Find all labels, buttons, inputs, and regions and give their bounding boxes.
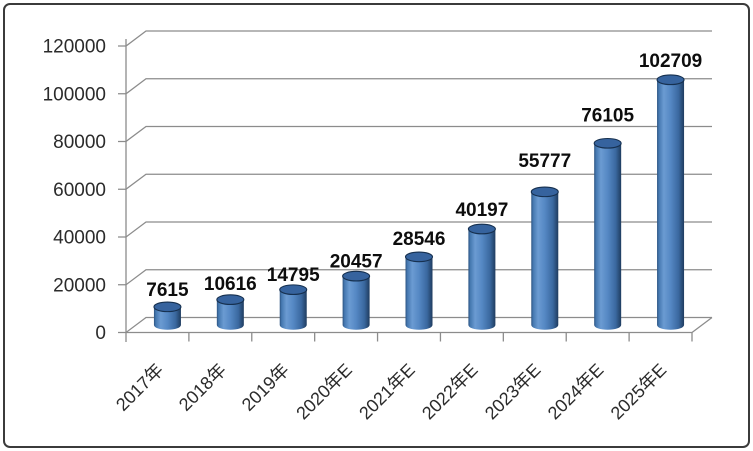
cylinder-bar-top <box>153 301 182 313</box>
cylinder-bar-body <box>531 191 559 330</box>
y-tick-label: 100000 <box>43 84 106 105</box>
cylinder-bar-top <box>467 223 496 235</box>
y-tick-label: 0 <box>95 323 106 344</box>
x-category-label: 2020年E <box>292 360 356 424</box>
y-tick-label: 40000 <box>53 228 106 249</box>
cylinder-bar-body <box>594 143 622 330</box>
x-category-label: 2018年 <box>175 360 230 415</box>
x-category-label: 2023年E <box>481 360 545 424</box>
cylinder-bar-body <box>216 299 244 330</box>
data-label: 14795 <box>267 265 320 286</box>
data-label: 7615 <box>146 280 189 301</box>
cylinder-bar-body <box>342 276 370 330</box>
cylinder-bar-body <box>153 306 181 330</box>
x-category-label: 2021年E <box>355 360 419 424</box>
x-category-label: 2017年 <box>112 360 167 415</box>
gridline <box>118 78 712 95</box>
cylinder-bar-body <box>657 79 685 330</box>
x-category-label: 2022年E <box>418 360 482 424</box>
y-axis-labels: 0 20000 40000 60000 80000 100000 120000 <box>43 37 106 345</box>
data-label: 10616 <box>204 274 257 295</box>
cylinder-bar-body <box>468 229 496 330</box>
y-tick-label: 60000 <box>53 180 106 201</box>
cylinder-bar-top <box>342 270 371 282</box>
cylinder-bar-top <box>216 294 245 306</box>
chart-frame-border <box>3 3 750 448</box>
cylinder-bar-body <box>279 289 307 330</box>
cylinder-bar-top <box>656 74 685 86</box>
cylinder-bar-body <box>405 256 433 330</box>
data-label: 40197 <box>455 200 508 221</box>
cylinder-bar-top <box>279 284 308 296</box>
axes <box>125 39 713 342</box>
x-category-label: 2025年E <box>607 360 671 424</box>
data-label: 28546 <box>393 229 446 250</box>
y-tick-label: 120000 <box>43 37 106 58</box>
gridline <box>118 221 712 238</box>
gridline <box>118 125 712 143</box>
cylinder-bar-top <box>593 137 622 149</box>
data-label: 102709 <box>639 51 702 72</box>
gridline <box>118 30 712 47</box>
data-label: 20457 <box>330 251 383 272</box>
cylinder-bar-top <box>404 251 434 263</box>
x-axis-labels: 2017年 2018年 2019年 2020年E 2021年E 2022年E 2023年E 2… <box>112 360 670 424</box>
bars <box>153 74 685 330</box>
y-tick-label: 20000 <box>53 275 106 296</box>
gridline <box>118 173 712 190</box>
data-label: 55777 <box>518 151 571 172</box>
x-category-label: 2019年 <box>238 360 293 415</box>
y-tick-label: 80000 <box>53 132 106 153</box>
data-labels: 7615 10616 14795 20457 28546 40197 55777 76105 1… <box>146 51 702 301</box>
data-label: 76105 <box>581 105 634 126</box>
cylinder-bar-top <box>530 186 559 198</box>
x-category-label: 2024年E <box>544 360 608 424</box>
